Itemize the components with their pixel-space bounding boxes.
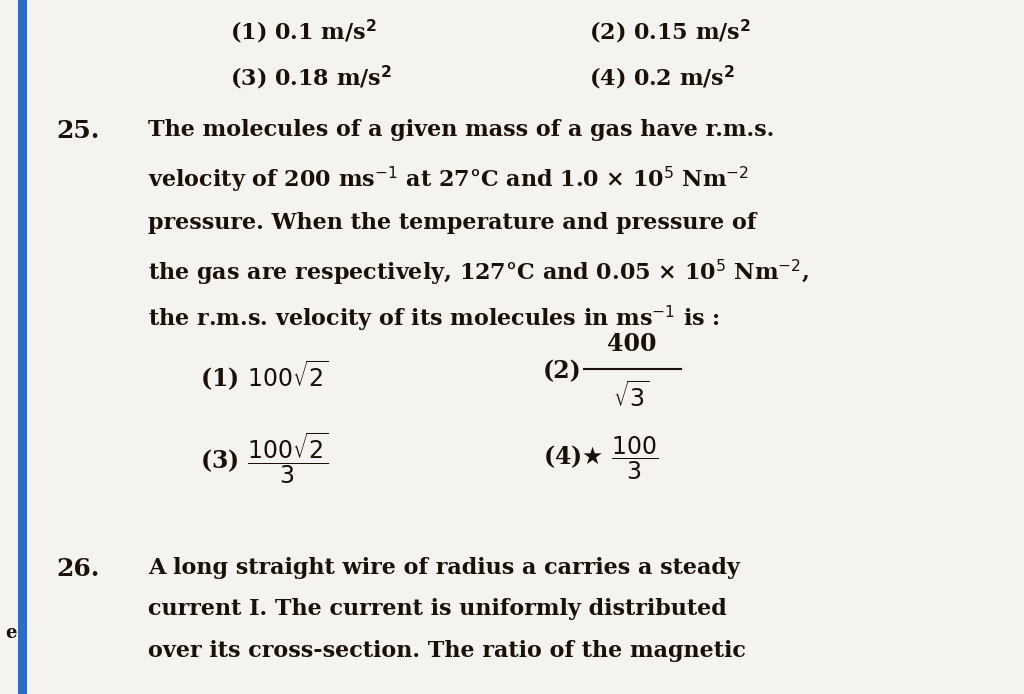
FancyBboxPatch shape (18, 0, 27, 694)
Text: velocity of 200 ms$^{-1}$ at 27°C and 1.0 × 10$^5$ Nm$^{-2}$: velocity of 200 ms$^{-1}$ at 27°C and 1.… (148, 165, 750, 196)
Text: (3) 0.18 m/s$^{\mathbf{2}}$: (3) 0.18 m/s$^{\mathbf{2}}$ (230, 64, 392, 92)
Text: (4)$\bigstar$ $\dfrac{100}{3}$: (4)$\bigstar$ $\dfrac{100}{3}$ (543, 434, 658, 482)
Text: $\sqrt{3}$: $\sqrt{3}$ (613, 382, 650, 412)
Text: the r.m.s. velocity of its molecules in ms$^{-1}$ is :: the r.m.s. velocity of its molecules in … (148, 304, 721, 335)
Text: (3) $\dfrac{100\sqrt{2}}{3}$: (3) $\dfrac{100\sqrt{2}}{3}$ (200, 430, 329, 486)
Text: A long straight wire of radius a carries a steady: A long straight wire of radius a carries… (148, 557, 740, 579)
Text: over its cross-section. The ratio of the magnetic: over its cross-section. The ratio of the… (148, 640, 746, 662)
Text: current I. The current is uniformly distributed: current I. The current is uniformly dist… (148, 598, 727, 620)
Text: pressure. When the temperature and pressure of: pressure. When the temperature and press… (148, 212, 757, 234)
Text: (2): (2) (543, 359, 582, 383)
Text: e: e (5, 624, 16, 642)
Text: 25.: 25. (56, 119, 99, 144)
Text: (2) 0.15 m/s$^{\mathbf{2}}$: (2) 0.15 m/s$^{\mathbf{2}}$ (589, 17, 751, 46)
Text: 400: 400 (607, 332, 656, 355)
Text: (1) 0.1 m/s$^{\mathbf{2}}$: (1) 0.1 m/s$^{\mathbf{2}}$ (230, 17, 377, 46)
Text: the gas are respectively, 127°C and 0.05 × 10$^5$ Nm$^{-2}$,: the gas are respectively, 127°C and 0.05… (148, 258, 809, 289)
Text: (4) 0.2 m/s$^{\mathbf{2}}$: (4) 0.2 m/s$^{\mathbf{2}}$ (589, 64, 735, 92)
Text: (1) $100\sqrt{2}$: (1) $100\sqrt{2}$ (200, 359, 329, 393)
Text: The molecules of a given mass of a gas have r.m.s.: The molecules of a given mass of a gas h… (148, 119, 775, 142)
Text: 26.: 26. (56, 557, 99, 581)
